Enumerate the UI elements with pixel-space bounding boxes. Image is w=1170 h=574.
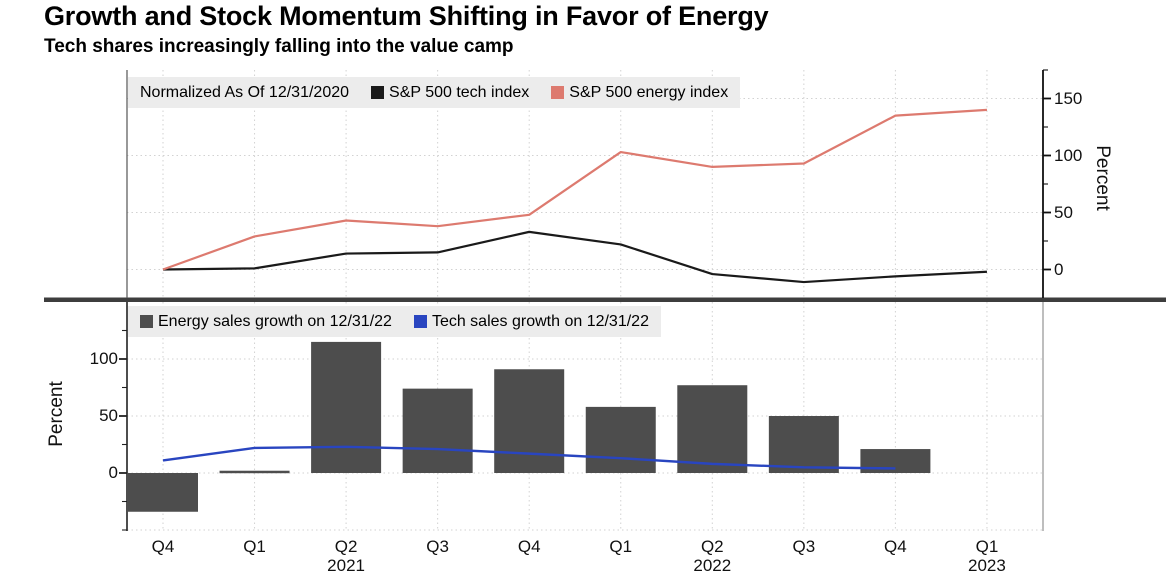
chart-title: Growth and Stock Momentum Shifting in Fa… xyxy=(44,1,769,31)
energy-sales-bar xyxy=(128,473,198,512)
year-label: 2021 xyxy=(327,556,365,574)
x-tick-label: Q4 xyxy=(151,537,175,556)
legend-item-tech-sales: Tech sales growth on 12/31/22 xyxy=(413,312,649,331)
energy-sales-bar xyxy=(768,416,839,473)
top-y-tick-label: 50 xyxy=(1054,202,1073,222)
top-chart-y-axis-label: Percent xyxy=(1092,145,1113,211)
top-y-tick-label: 100 xyxy=(1054,145,1083,165)
energy-sales-legend-label: Energy sales growth on 12/31/22 xyxy=(158,312,392,330)
energy-sales-bar xyxy=(860,449,931,473)
energy-sales-bar xyxy=(219,470,290,474)
bottom-y-tick-label: 100 xyxy=(89,349,118,368)
energy-index-legend-label: S&P 500 energy index xyxy=(569,83,729,101)
bottom-y-tick-label: 0 xyxy=(108,463,118,482)
energy-sales-bar xyxy=(585,406,656,473)
tech-index-legend-label: S&P 500 tech index xyxy=(389,83,530,101)
legend-item-energy-index: S&P 500 energy index xyxy=(551,84,728,102)
energy-index-line xyxy=(162,108,988,271)
tech-index-swatch-icon xyxy=(371,86,385,99)
year-label: 2023 xyxy=(968,556,1006,574)
normalized-note: Normalized As Of 12/31/2020 xyxy=(140,83,350,101)
top-chart-legend: Normalized As Of 12/31/2020 S&P 500 tech… xyxy=(128,77,741,108)
energy-sales-bar xyxy=(311,341,382,473)
energy-sales-bar xyxy=(402,388,473,473)
bottom-chart-legend: Energy sales growth on 12/31/22 Tech sal… xyxy=(128,306,661,337)
x-tick-label: Q1 xyxy=(609,537,633,556)
x-tick-label: Q4 xyxy=(884,537,907,556)
energy-sales-bar xyxy=(494,369,565,473)
x-tick-label: Q2 xyxy=(700,537,724,556)
energy-index-swatch-icon xyxy=(551,86,565,99)
tech-index-line xyxy=(162,230,988,284)
legend-item-energy-sales: Energy sales growth on 12/31/22 xyxy=(140,313,392,331)
top-y-tick-label: 0 xyxy=(1054,259,1064,279)
panel-separator xyxy=(44,297,1166,302)
legend-item-tech-index: S&P 500 tech index xyxy=(371,84,529,102)
x-tick-label: Q1 xyxy=(243,537,266,556)
year-label: 2022 xyxy=(693,556,732,574)
tech-sales-legend-label: Tech sales growth on 12/31/22 xyxy=(431,312,649,330)
energy-sales-bar xyxy=(677,385,748,473)
tech-sales-swatch-icon xyxy=(413,315,427,328)
chart-subtitle: Tech shares increasingly falling into th… xyxy=(44,36,514,57)
x-tick-label: Q3 xyxy=(792,537,816,556)
x-tick-label: Q4 xyxy=(517,537,541,556)
x-tick-label: Q3 xyxy=(426,537,449,556)
x-tick-label: Q1 xyxy=(975,537,999,556)
top-y-tick-label: 150 xyxy=(1054,88,1083,108)
bottom-chart-y-axis-label: Percent xyxy=(46,381,67,447)
energy-sales-swatch-icon xyxy=(140,315,153,328)
tech-sales-line xyxy=(162,445,896,470)
x-tick-label: Q2 xyxy=(334,537,358,556)
bottom-y-tick-label: 50 xyxy=(99,406,118,425)
